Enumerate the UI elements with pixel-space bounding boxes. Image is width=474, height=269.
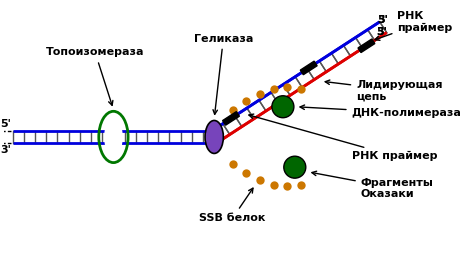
Text: 3': 3' xyxy=(376,27,387,37)
Text: 3': 3' xyxy=(0,145,11,155)
Text: 5': 5' xyxy=(378,15,389,25)
Text: 3': 3' xyxy=(378,15,389,25)
Bar xyxy=(301,61,317,75)
Text: 5': 5' xyxy=(376,27,387,37)
Text: Топоизомераза: Топоизомераза xyxy=(46,47,145,105)
Text: ДНК-полимераза: ДНК-полимераза xyxy=(300,105,462,118)
Text: Лидирующая
цепь: Лидирующая цепь xyxy=(325,80,443,101)
Ellipse shape xyxy=(284,156,306,178)
Ellipse shape xyxy=(104,114,123,160)
Text: Геликаза: Геликаза xyxy=(194,34,253,114)
Text: 5': 5' xyxy=(0,119,11,129)
Bar xyxy=(358,39,375,52)
Ellipse shape xyxy=(205,121,223,153)
Ellipse shape xyxy=(272,96,294,118)
Text: Фрагменты
Оказаки: Фрагменты Оказаки xyxy=(312,171,434,199)
Bar xyxy=(223,112,239,125)
Text: РНК
праймер: РНК праймер xyxy=(375,11,453,40)
Text: РНК праймер: РНК праймер xyxy=(249,114,437,161)
Text: SSB белок: SSB белок xyxy=(200,188,266,223)
